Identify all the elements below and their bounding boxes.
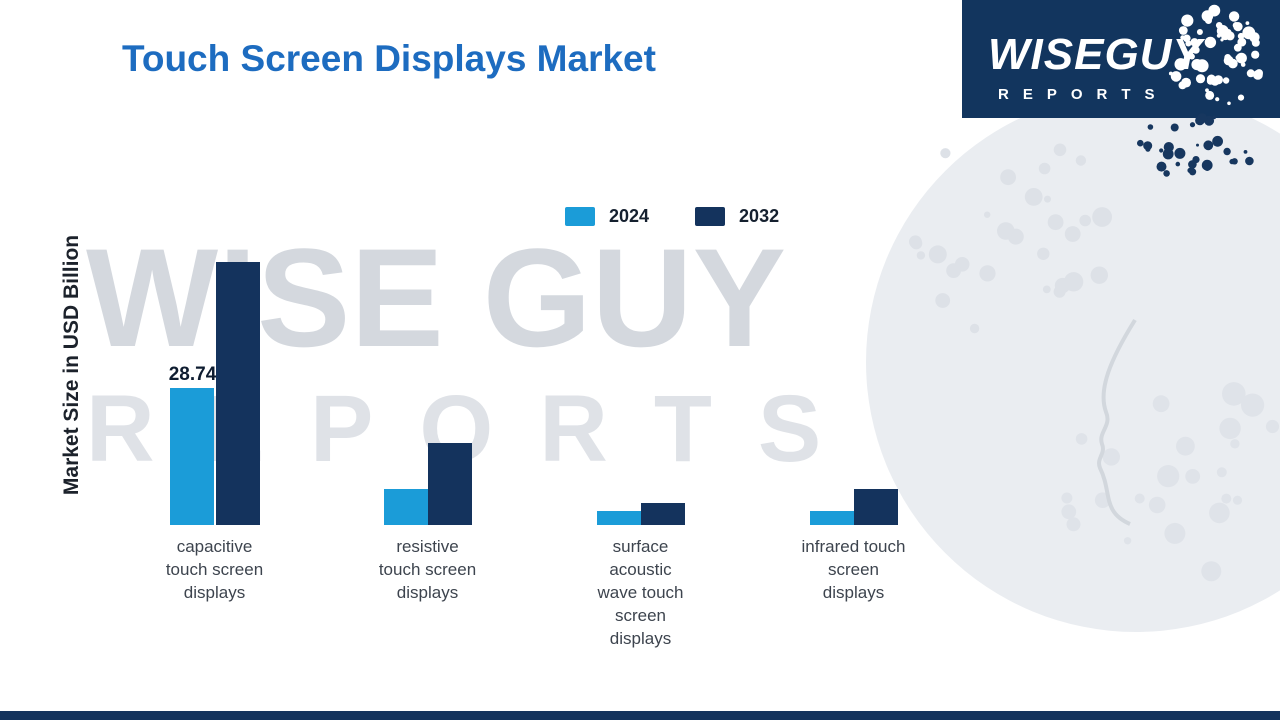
legend: 2024 2032 bbox=[565, 206, 779, 227]
logo-reports-text: REPORTS bbox=[998, 86, 1169, 103]
category-label: capacitive touch screen displays bbox=[165, 537, 264, 602]
bar-2024 bbox=[596, 511, 641, 525]
logo-panel: WISEGUY REPORTS bbox=[962, 0, 1280, 118]
category-label: resistive touch screen displays bbox=[378, 537, 477, 602]
bar-2032 bbox=[853, 489, 898, 525]
bar-2032 bbox=[216, 262, 261, 525]
page-title: Touch Screen Displays Market bbox=[122, 38, 656, 79]
bar-2024 bbox=[170, 388, 215, 525]
bar-group: 28.74 capacitive touch screen displays bbox=[108, 215, 321, 651]
bar-chart: 28.74 capacitive touch screen displays res… bbox=[108, 215, 960, 651]
logo-wordmark: WISEGUY bbox=[988, 30, 1203, 79]
bar-wrap bbox=[216, 262, 261, 525]
legend-item-2032: 2032 bbox=[695, 206, 779, 227]
bar-wrap bbox=[809, 511, 854, 525]
bar-2032 bbox=[427, 443, 472, 525]
bar-value-label: 28.74 bbox=[168, 364, 217, 385]
bar-wrap bbox=[383, 489, 428, 525]
bar-2024 bbox=[809, 511, 854, 525]
footer-bar bbox=[0, 711, 1280, 720]
bar-group: resistive touch screen displays bbox=[321, 215, 534, 651]
dotted-head-icon bbox=[1168, 4, 1263, 106]
y-axis-label: Market Size in USD Billion bbox=[60, 234, 83, 496]
category-label: infrared touch screen displays bbox=[801, 537, 906, 602]
bar-2032 bbox=[640, 503, 685, 525]
legend-label: 2032 bbox=[739, 206, 780, 226]
bar-group: surface acoustic wave touch screen displ… bbox=[534, 215, 747, 651]
bar-wrap: 28.74 bbox=[168, 364, 217, 525]
bars bbox=[596, 215, 685, 525]
bar-wrap bbox=[853, 489, 898, 525]
bars bbox=[809, 215, 898, 525]
category-label: surface acoustic wave touch screen displ… bbox=[597, 537, 684, 648]
bars: 28.74 bbox=[169, 215, 261, 525]
bar-2024 bbox=[383, 489, 428, 525]
legend-swatch bbox=[695, 207, 726, 226]
bar-group: infrared touch screen displays bbox=[747, 215, 960, 651]
decorative-circle bbox=[866, 92, 1280, 632]
bar-wrap bbox=[596, 511, 641, 525]
bar-wrap bbox=[640, 503, 685, 525]
legend-label: 2024 bbox=[609, 206, 650, 226]
legend-item-2024: 2024 bbox=[565, 206, 649, 227]
bars bbox=[383, 215, 472, 525]
bar-wrap bbox=[427, 443, 472, 525]
legend-swatch bbox=[565, 207, 595, 226]
